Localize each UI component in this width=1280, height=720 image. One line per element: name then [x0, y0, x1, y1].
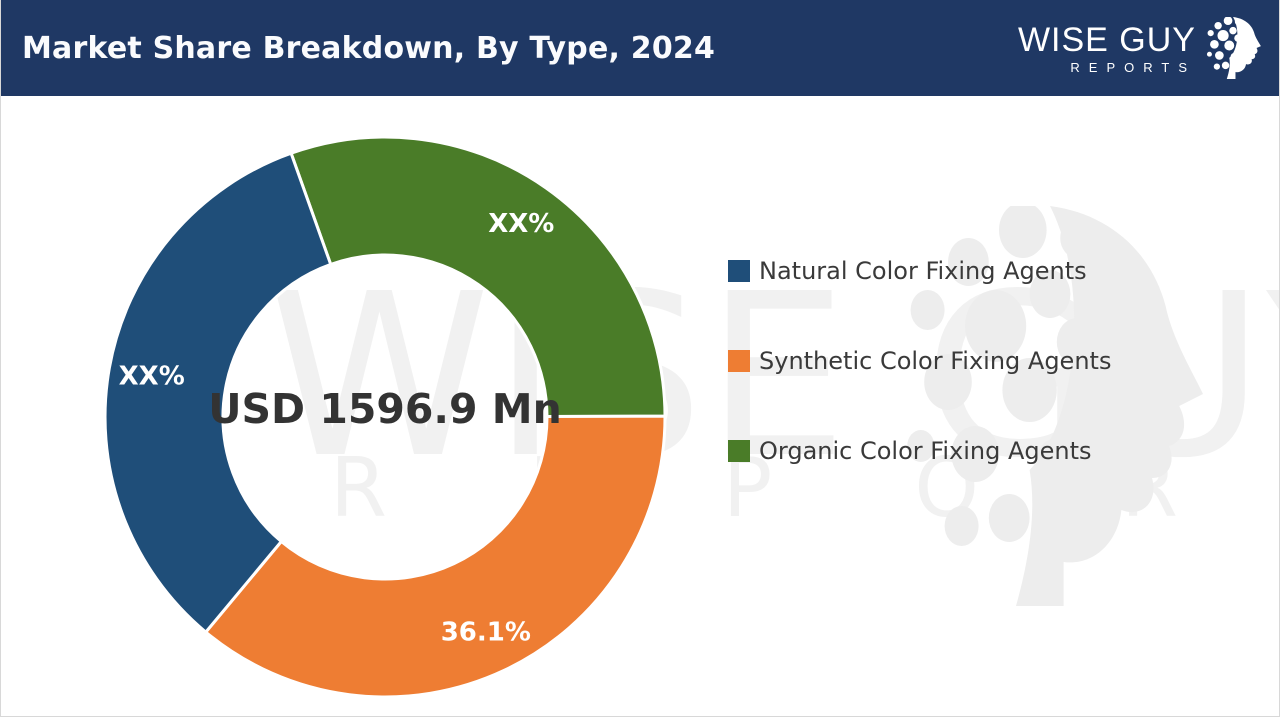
- slice-value-synthetic: 36.1%: [441, 618, 531, 648]
- chart-center-value: USD 1596.9 Mn: [208, 385, 562, 433]
- legend-item-organic: Organic Color Fixing Agents: [728, 437, 1111, 465]
- brand-face-icon: [1202, 11, 1264, 85]
- slice-organic: [289, 135, 667, 419]
- slice-natural: [103, 151, 333, 635]
- legend-label-synthetic: Synthetic Color Fixing Agents: [759, 347, 1112, 375]
- legend-swatch-natural: [728, 260, 750, 282]
- legend: Natural Color Fixing Agents Synthetic Col…: [728, 257, 1112, 528]
- donut-chart: XX% 36.1% XX%: [103, 135, 667, 699]
- brand-subtitle: REPORTS: [1070, 59, 1196, 75]
- legend-label-organic: Organic Color Fixing Agents: [759, 437, 1092, 465]
- header: Market Share Breakdown, By Type, 2024 WI…: [0, 0, 1280, 96]
- brand-logo: WISE GUY REPORTS: [1018, 0, 1264, 96]
- page-title: Market Share Breakdown, By Type, 2024: [22, 30, 716, 66]
- legend-swatch-organic: [728, 440, 750, 462]
- brand-name: WISE GUY: [1017, 20, 1196, 59]
- legend-item-natural: Natural Color Fixing Agents: [728, 257, 1111, 285]
- legend-item-synthetic: Synthetic Color Fixing Agents: [728, 347, 1112, 375]
- legend-label-natural: Natural Color Fixing Agents: [759, 257, 1087, 285]
- slice-synthetic: [203, 414, 667, 699]
- slice-value-natural: XX%: [119, 361, 185, 391]
- slice-value-organic: XX%: [488, 209, 554, 239]
- legend-swatch-synthetic: [728, 350, 750, 372]
